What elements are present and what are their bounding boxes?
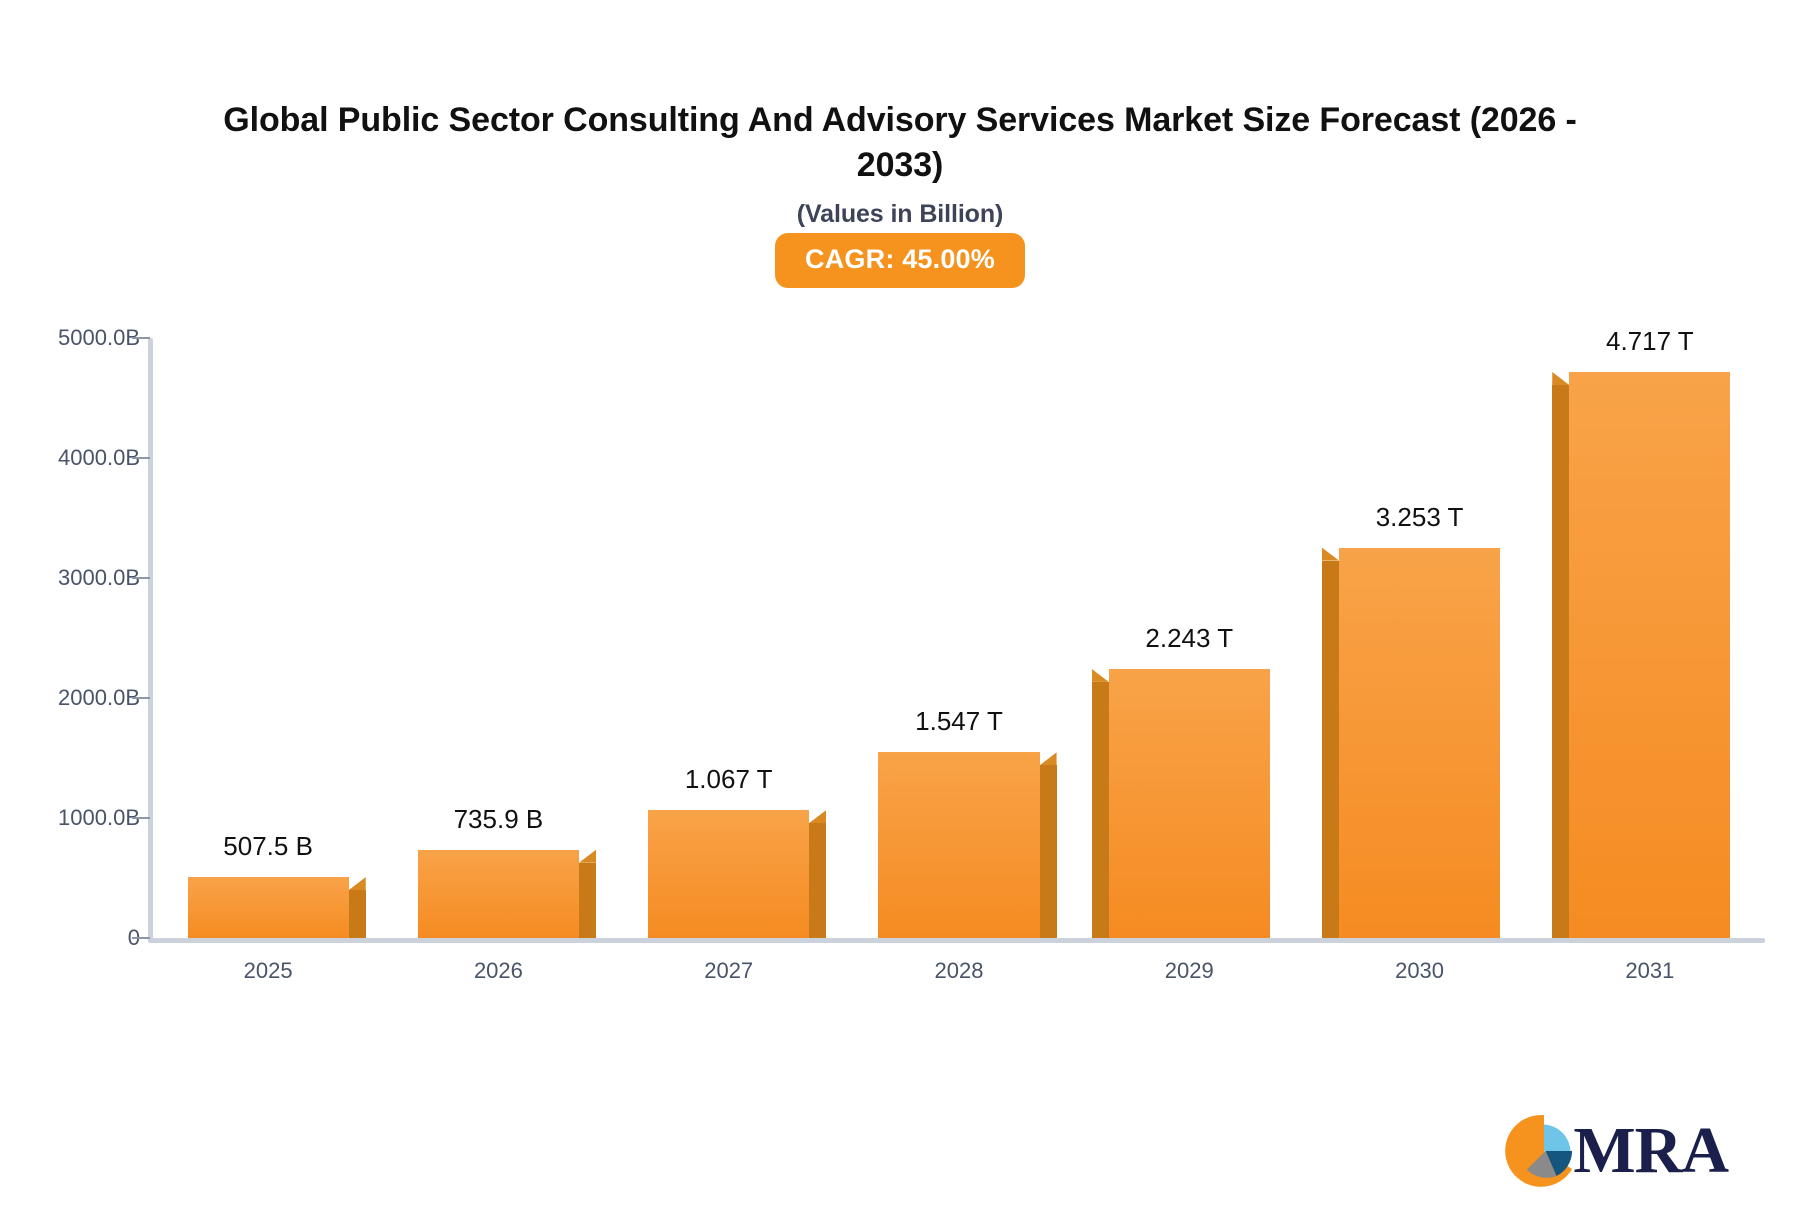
page-title: Global Public Sector Consulting And Advi… [223,101,1577,184]
bar-3d-side [1552,384,1570,938]
cagr-badge-container: CAGR: 45.00% [0,232,1800,288]
bar-column[interactable]: 1.547 T [878,330,1057,938]
bar-3d-side [1039,765,1057,938]
x-axis-tick-label: 2028 [934,958,984,983]
y-axis-tick-mark [132,337,150,339]
y-axis-tick-mark [132,697,150,699]
bar-column[interactable]: 3.253 T [1321,330,1501,938]
y-axis-line [148,338,153,942]
bar-3d-top-bevel [1321,547,1339,561]
y-axis-tick-mark [132,937,150,939]
bar-column[interactable]: 735.9 B [417,330,597,938]
bar-column[interactable]: 507.5 B [187,330,366,938]
x-axis-tick-label: 2029 [1164,958,1214,983]
bar-3d-side [809,822,827,938]
bar-3d-top-bevel [1039,752,1057,766]
bar-face[interactable] [1108,668,1270,938]
bar-3d-top-bevel [1552,371,1570,385]
chart-header: Global Public Sector Consulting And Advi… [0,0,1800,288]
bar-face[interactable] [1338,547,1501,938]
bar-3d-top-bevel [809,809,827,823]
y-axis-tick-mark [132,457,150,459]
y-axis-tick-label: 3000.0B [58,565,140,590]
bar-column[interactable]: 2.243 T [1091,330,1270,938]
bar-value-label: 2.243 T [1145,622,1234,653]
bar-face[interactable] [648,809,810,938]
bar-value-label: 735.9 B [453,803,544,834]
y-axis-tick-mark [132,577,150,579]
bar-value-label: 4.717 T [1605,325,1694,356]
bar-3d-side [1321,560,1339,938]
x-axis-line [148,938,1765,943]
x-axis-tick-label: 2027 [704,958,754,983]
bar-3d-top-bevel [579,849,597,863]
bar-column[interactable]: 1.067 T [648,330,827,938]
y-axis-tick-label: 2000.0B [58,685,140,710]
x-axis-tick-label: 2025 [243,958,293,983]
bar-3d-side [579,862,597,938]
pie-chart-logo-mark [1505,1115,1581,1187]
bar-column[interactable]: 4.717 T [1552,326,1731,938]
x-axis-tick-label: 2026 [473,958,523,983]
bar-face[interactable] [878,752,1040,938]
y-axis-tick-mark [132,817,150,819]
y-axis-tick-label: 4000.0B [58,445,140,470]
bar-face[interactable] [1569,371,1731,938]
bar-3d-side [1091,681,1109,938]
x-axis-tick-label: 2030 [1395,958,1445,983]
mra-logo: MRA [1505,1112,1729,1190]
chart-subtitle: (Values in Billion) [796,199,1004,228]
y-axis-tick-label: 5000.0B [58,325,140,350]
cagr-badge: CAGR: 45.00% [775,232,1025,288]
bar-value-label: 1.547 T [915,706,1003,737]
bar-3d-top-bevel [1091,668,1109,682]
bar-chart-plot-area: 0 1000.0B 2000.0B 3000.0B 4000.0B 5000.0B 507… [0,325,1800,1030]
bar-face[interactable] [187,877,349,938]
bar-value-label: 1.067 T [684,763,773,794]
y-axis-tick-label: 1000.0B [58,805,140,830]
bar-face[interactable] [417,849,580,938]
x-axis-tick-label: 2031 [1625,958,1675,983]
bar-3d-top-bevel [348,877,366,891]
bar-3d-side [348,890,366,938]
y-axis-tick-label: 0 [127,925,140,950]
bar-value-label: 3.253 T [1375,501,1464,532]
logo-wordmark: MRA [1573,1114,1729,1187]
bar-series: 507.5 B 735.9 B 1.067 T 1.547 T 2.243 T 3.253… [153,326,1765,938]
bar-value-label: 507.5 B [223,831,313,862]
